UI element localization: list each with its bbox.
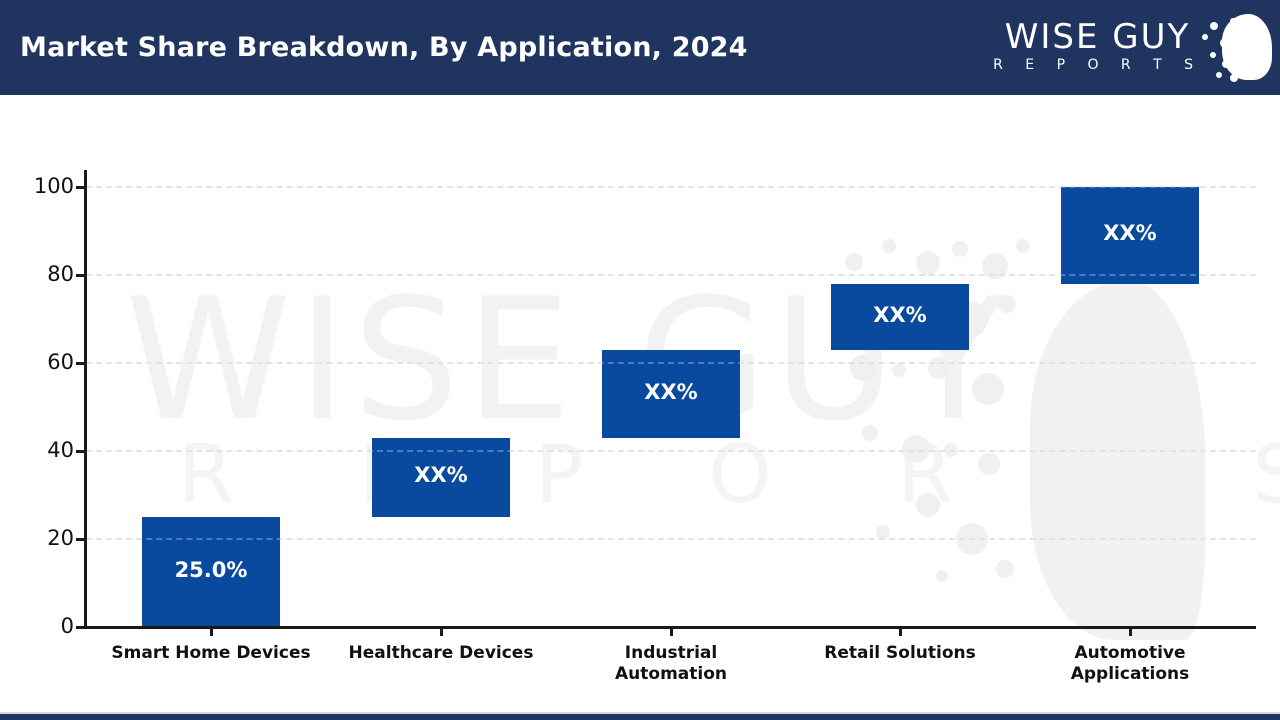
logo-dot [1220, 38, 1230, 48]
x-tick-mark [210, 628, 213, 636]
watermark-dot [972, 373, 1004, 405]
watermark-dot [1016, 239, 1030, 253]
watermark-dot [978, 453, 1000, 475]
x-axis-spine [84, 626, 1256, 629]
watermark-dot [936, 570, 948, 582]
gridline [86, 274, 1256, 276]
brand-logo-wise-guy: WISE GUY [1004, 17, 1191, 57]
watermark-dot [892, 363, 906, 377]
y-tick-label: 20 [47, 526, 74, 550]
x-category-label: Industrial Automation [615, 643, 727, 685]
watermark-head-blob [1030, 280, 1205, 640]
y-tick-label: 40 [47, 438, 74, 462]
watermark-dot [850, 355, 876, 381]
x-category-label: Healthcare Devices [348, 643, 534, 663]
y-tick-label: 80 [47, 262, 74, 286]
logo-dot [1230, 18, 1236, 24]
bar-value-label: XX% [1103, 221, 1157, 246]
y-tick-label: 60 [47, 350, 74, 374]
watermark-dot [882, 239, 896, 253]
logo-dot [1210, 52, 1216, 58]
bar-value-label: XX% [414, 463, 468, 488]
watermark-dot [845, 253, 863, 271]
plot-area: 25.0% XX% XX% XX% XX% 0 20 40 60 80 100 Smart Home … [0, 95, 1280, 705]
watermark-dot [952, 241, 968, 257]
watermark-dot [916, 251, 940, 275]
y-axis-spine [84, 170, 87, 629]
bar-value-label: 25.0% [174, 558, 248, 582]
x-category-label: Smart Home Devices [111, 643, 311, 663]
y-tick-label: 0 [60, 614, 74, 638]
y-tick-mark [76, 186, 84, 189]
brand-logo-reports: R E P O R T S [993, 56, 1202, 73]
y-tick-mark [76, 362, 84, 365]
gridline-overlay [86, 274, 1256, 276]
header-bar: Market Share Breakdown, By Application, … [0, 0, 1280, 95]
chart-title: Market Share Breakdown, By Application, … [20, 32, 748, 63]
bar-value-label: XX% [873, 302, 927, 327]
y-tick-mark [76, 538, 84, 541]
watermark-dot [902, 435, 930, 463]
watermark-dot [998, 295, 1016, 313]
watermark-dot [996, 560, 1014, 578]
bar [831, 283, 969, 350]
y-tick-mark [76, 274, 84, 277]
bar [372, 437, 510, 517]
gridline-overlay [86, 538, 1256, 540]
gridline-overlay [86, 450, 1256, 452]
y-tick-mark [76, 450, 84, 453]
x-tick-mark [1129, 628, 1132, 636]
watermark-dot [862, 425, 878, 441]
bar [1061, 187, 1199, 284]
brand-logo: WISE GUY R E P O R T S [993, 17, 1202, 73]
x-tick-mark [670, 628, 673, 636]
brand-logo-head-icon [1200, 8, 1272, 88]
gridline-overlay [86, 362, 1256, 364]
watermark-dot [876, 525, 890, 539]
footer-bar [0, 714, 1280, 720]
logo-dot [1216, 72, 1222, 78]
gridline-overlay [86, 186, 1256, 188]
logo-dot [1202, 34, 1208, 40]
watermark-dot [916, 493, 940, 517]
logo-dot [1222, 60, 1230, 68]
gridline [86, 186, 1256, 188]
x-tick-mark [899, 628, 902, 636]
gridline [86, 538, 1256, 540]
x-category-label: Automotive Applications [1070, 643, 1190, 685]
logo-dot [1238, 30, 1246, 38]
x-tick-mark [440, 628, 443, 636]
y-tick-mark [76, 626, 84, 629]
footer-hairline [0, 712, 1280, 714]
logo-dot [1230, 74, 1238, 82]
bar [142, 517, 280, 627]
gridline [86, 450, 1256, 452]
logo-dot [1210, 22, 1218, 30]
y-tick-label: 100 [33, 174, 74, 198]
x-category-label: Retail Solutions [824, 643, 976, 663]
logo-dot [1234, 48, 1240, 54]
bar-value-label: XX% [644, 379, 698, 404]
bar [602, 349, 740, 438]
brand-logo-head-blob [1222, 14, 1272, 80]
